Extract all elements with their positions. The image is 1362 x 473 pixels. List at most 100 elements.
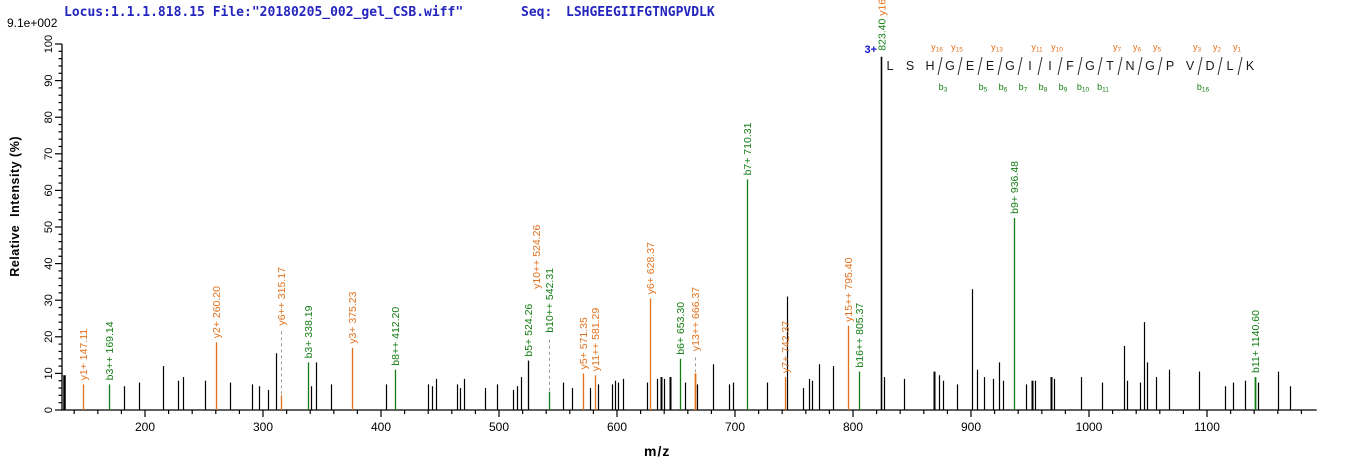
residue: D	[1205, 59, 1214, 73]
unlabeled-peaks	[63, 289, 1292, 410]
peak-label: y10++ 524.26	[531, 224, 543, 288]
residue: H	[925, 59, 934, 73]
peak-label: y15++ 795.40	[843, 257, 855, 321]
y-ion-label: y2	[1213, 42, 1222, 54]
residue: V	[1186, 59, 1195, 73]
peak-label: b6+ 653.30	[675, 302, 687, 355]
x-ticks: 200 300 400 500 600 700 800 900 1000 1100	[73, 410, 1303, 434]
b-ion-label: b16	[1197, 82, 1210, 94]
b-ion-label: b9	[1059, 82, 1068, 94]
cleavage-mark	[1237, 56, 1243, 76]
y-tick-label: 90	[43, 74, 55, 86]
b-ion-label: b3	[939, 82, 948, 94]
peak-label: y1+ 147.11	[78, 329, 90, 381]
cleavage-mark	[1097, 56, 1103, 76]
residue: G	[1085, 59, 1095, 73]
cleavage-mark	[1057, 56, 1063, 76]
y-ion-label: y11	[1031, 42, 1043, 54]
residue: E	[966, 59, 974, 73]
cleavage-mark	[1017, 56, 1023, 76]
b-ion-label: b10	[1077, 82, 1090, 94]
y-ion-label: y1	[1233, 42, 1242, 54]
y-ion-label: y15	[951, 42, 963, 54]
peak-label: y13++ 666.37	[690, 287, 702, 351]
cleavage-mark	[1197, 56, 1203, 76]
y-tick-label: 20	[43, 331, 55, 343]
residue: K	[1246, 59, 1255, 73]
peak-label: b16++ 805.37	[854, 303, 866, 368]
x-tick-label: 200	[135, 420, 155, 434]
peak-label: b8++ 412.20	[390, 307, 402, 366]
y-tick-label: 100	[43, 35, 55, 53]
residue: G	[1005, 59, 1015, 73]
peak-label: b7+ 710.31	[742, 122, 754, 175]
precursor-charge-label: 3+	[865, 44, 878, 56]
residue: P	[1166, 59, 1174, 73]
y-ion-label: y16	[931, 42, 943, 54]
residue: F	[1066, 59, 1074, 73]
y-ion-label: y3	[1193, 42, 1202, 54]
y-ticks: 0 10 20 30 40 50 60 70 80 90 100	[43, 35, 62, 413]
y-tick-label: 70	[43, 148, 55, 160]
precursor-mz-label: 823.40 y16	[877, 0, 889, 51]
locus-file-label: Locus:1.1.1.818.15 File:"20180205_002_ge…	[64, 5, 464, 20]
cleavage-mark	[1137, 56, 1143, 76]
y-tick-label: 80	[43, 111, 55, 123]
precursor-peak: 3+ 823.40 y16	[865, 0, 889, 410]
peak-label: y7+ 742.37	[780, 321, 792, 373]
x-tick-label: 600	[607, 420, 627, 434]
residue: I	[1048, 59, 1051, 73]
cleavage-mark	[1117, 56, 1123, 76]
residue: T	[1106, 59, 1114, 73]
cleavage-mark	[957, 56, 963, 76]
peak-label: y11++ 581.29	[590, 308, 602, 372]
axes	[61, 44, 1317, 411]
residue: S	[906, 59, 914, 73]
peak-label: b9+ 936.48	[1009, 161, 1021, 214]
x-tick-label: 1100	[1194, 420, 1220, 434]
x-tick-label: 1000	[1076, 420, 1103, 434]
y-tick-label: 0	[43, 407, 55, 413]
residue: N	[1125, 59, 1134, 73]
residue: G	[945, 59, 955, 73]
y-ion-label: y13	[991, 42, 1003, 54]
cleavage-mark	[977, 56, 983, 76]
x-axis-title: m/z	[644, 443, 671, 459]
residue: G	[1145, 59, 1155, 73]
x-tick-label: 800	[843, 420, 863, 434]
y-tick-label: 10	[43, 367, 55, 379]
peak-label: y6+ 628.37	[645, 242, 657, 294]
cleavage-mark	[1217, 56, 1223, 76]
y-tick-label: 50	[43, 221, 55, 233]
peak-label: y5+ 571.35	[578, 317, 590, 369]
residue: L	[1227, 59, 1234, 73]
b-ion-label: b8	[1039, 82, 1048, 94]
y-tick-label: 30	[43, 294, 55, 306]
peak-label: b3+ 338.19	[303, 305, 315, 358]
labeled-peaks: y1+ 147.11 b3++ 169.14 y2+ 260.20 y6++ 315.…	[78, 122, 1262, 410]
residue: L	[887, 59, 894, 73]
y-tick-label: 40	[43, 257, 55, 269]
peak-label: y6++ 315.17	[276, 267, 288, 326]
y-ion-label: y7	[1113, 42, 1122, 54]
peak-label: b11+ 1140.60	[1250, 310, 1262, 373]
sequence-prefix-label: Seq:	[521, 5, 553, 20]
cleavage-mark	[1077, 56, 1083, 76]
b-ion-label: b11	[1097, 82, 1109, 94]
peak-label: b3++ 169.14	[104, 321, 116, 380]
max-intensity-label: 9.1e+002	[7, 16, 58, 30]
x-tick-label: 900	[961, 420, 981, 434]
sequence-text: LSHGEEGIIFGTNGPVDLK	[566, 5, 715, 20]
residue: E	[986, 59, 994, 73]
axis-line	[61, 44, 1317, 411]
x-tick-label: 300	[253, 420, 273, 434]
b-ion-label: b5	[979, 82, 988, 94]
peak-label: b5+ 524.26	[523, 304, 535, 357]
x-tick-label: 700	[725, 420, 745, 434]
y-ion-label: y5	[1153, 42, 1162, 54]
residue: I	[1028, 59, 1031, 73]
b-ion-label: b6	[999, 82, 1008, 94]
